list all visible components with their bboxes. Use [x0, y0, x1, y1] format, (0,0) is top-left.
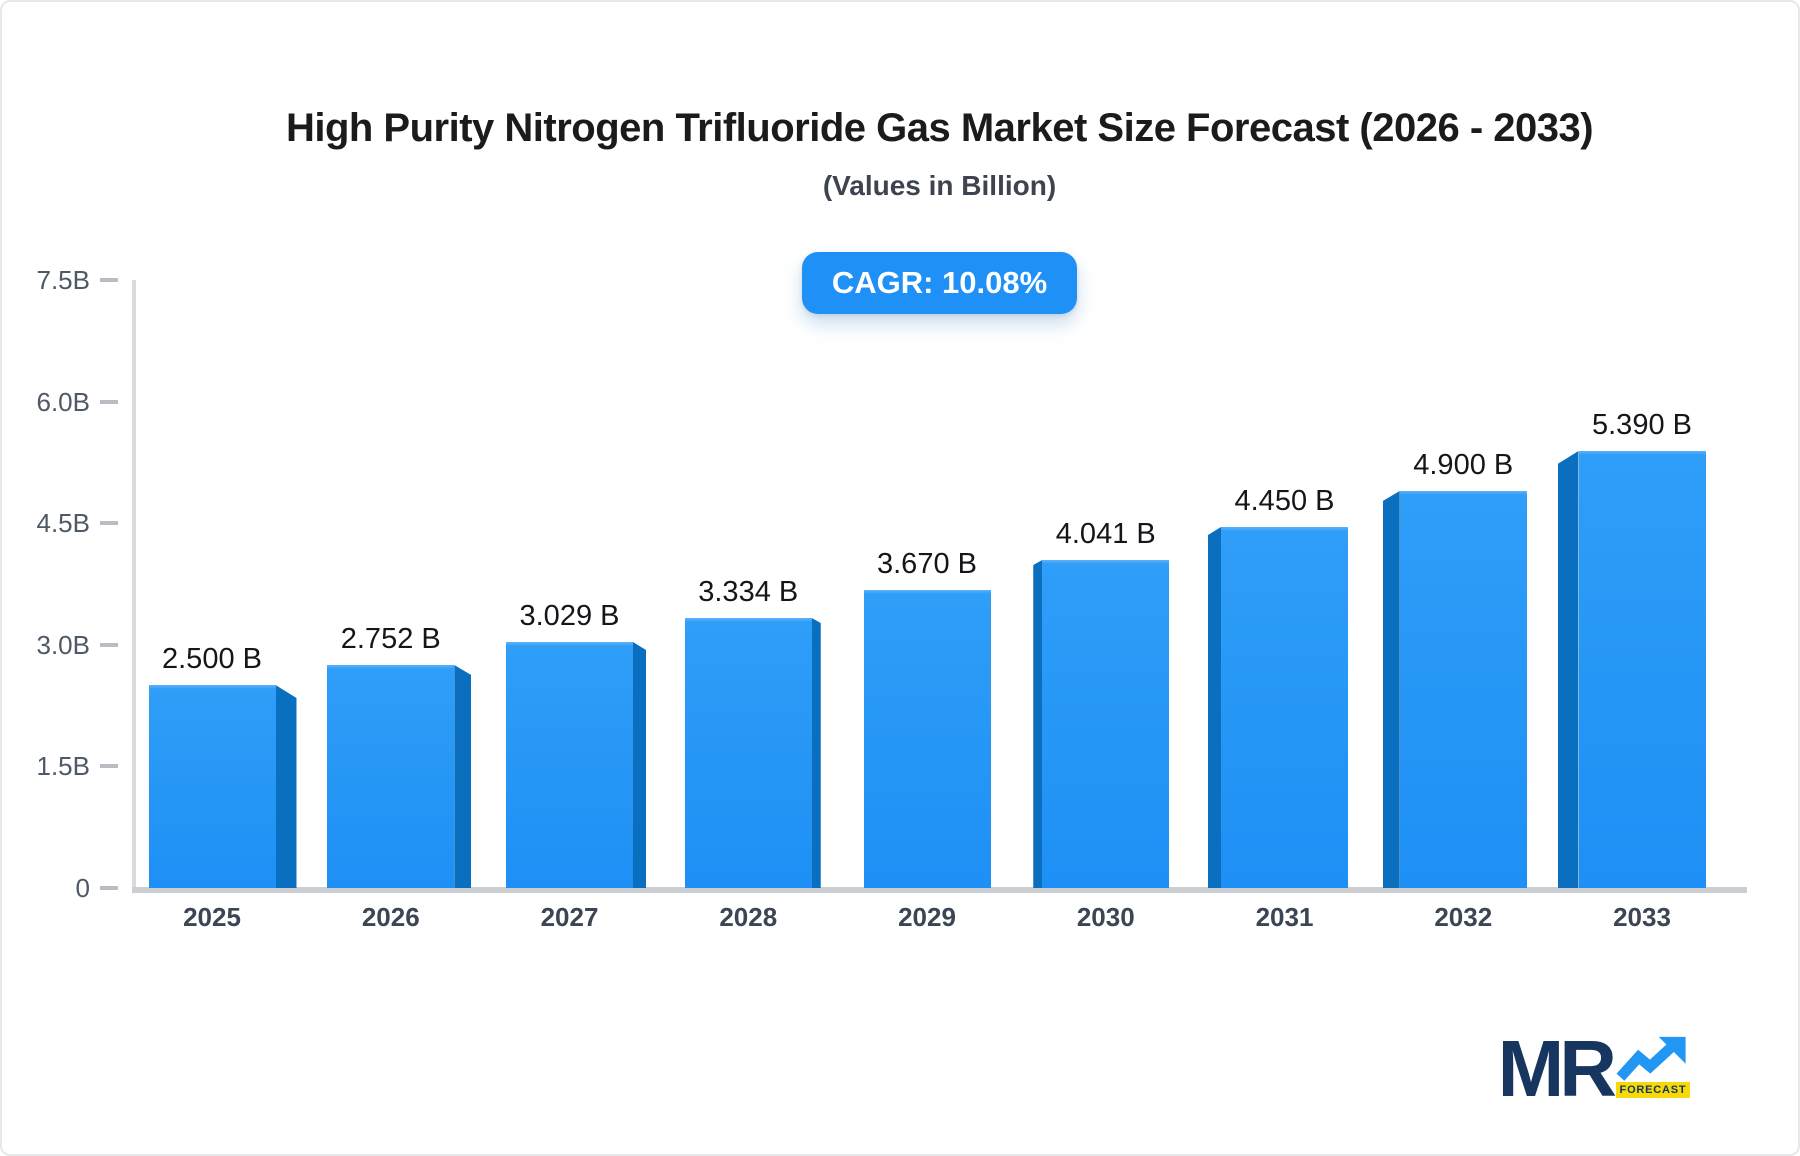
y-axis-label: 4.5B	[36, 508, 91, 539]
bar-3d-side	[1382, 491, 1400, 888]
bar-value-label: 2.752 B	[340, 623, 441, 655]
bar-value-label: 3.029 B	[519, 600, 620, 632]
bar	[1042, 560, 1170, 888]
bar	[148, 685, 276, 888]
bar-3d-side	[1033, 560, 1043, 888]
logo-forecast-badge: FORECAST	[1616, 1081, 1690, 1098]
bar-3d-side	[811, 618, 821, 888]
bar	[684, 618, 812, 888]
bar-value-label: 4.900 B	[1413, 449, 1514, 481]
bar	[327, 665, 455, 888]
bar	[1399, 491, 1527, 888]
x-axis-baseline	[132, 887, 1747, 893]
logo-right-column: FORECAST	[1616, 1035, 1690, 1098]
y-axis-line	[132, 280, 136, 890]
bar-value-label: 3.334 B	[698, 576, 799, 608]
bar-3d-side	[633, 642, 646, 888]
y-axis-label: 0	[75, 873, 90, 903]
y-axis-tick	[100, 399, 118, 404]
bar-value-label: 4.450 B	[1234, 485, 1335, 517]
y-axis-tick	[100, 277, 118, 282]
chart-title: High Purity Nitrogen Trifluoride Gas Mar…	[285, 106, 1594, 150]
y-axis-tick	[100, 642, 118, 647]
x-axis-label: 2027	[540, 902, 599, 932]
x-axis-label: 2028	[719, 902, 778, 932]
cagr-badge: CAGR: 10.08%	[801, 252, 1078, 314]
x-axis-label: 2032	[1434, 902, 1493, 932]
bar-value-label: 2.500 B	[162, 643, 262, 675]
x-axis-label: 2029	[898, 902, 956, 932]
y-axis-label: 1.5B	[36, 751, 91, 782]
bar-3d-side	[275, 685, 297, 888]
cagr-badge-wrap: CAGR: 10.08%	[132, 252, 1747, 314]
bar-3d-side	[1557, 451, 1579, 888]
y-axis-tick	[100, 764, 118, 769]
x-axis-label: 2031	[1255, 902, 1314, 932]
mr-forecast-logo: MR FORECAST	[1497, 1024, 1690, 1114]
x-axis-label: 2033	[1613, 902, 1671, 932]
y-axis-label: 7.5B	[36, 264, 91, 295]
x-axis-label: 2030	[1076, 902, 1135, 932]
logo-mr-text: MR	[1497, 1024, 1617, 1114]
x-axis-label: 2026	[361, 902, 420, 932]
bar-3d-side	[454, 665, 472, 888]
x-axis-label: 2025	[183, 902, 241, 932]
y-axis-tick	[100, 886, 118, 890]
y-axis-label: 3.0B	[36, 629, 91, 660]
bar	[506, 642, 633, 888]
bar	[1221, 527, 1348, 888]
bar	[863, 590, 991, 888]
bar-3d-side	[1208, 527, 1221, 888]
bar-value-label: 5.390 B	[1592, 409, 1692, 441]
y-axis-tick	[100, 521, 118, 526]
bar-value-label: 4.041 B	[1055, 518, 1156, 550]
bar-value-label: 3.670 B	[877, 548, 977, 580]
bar	[1578, 451, 1706, 888]
y-axis-label: 6.0B	[36, 386, 91, 417]
chart-subtitle: (Values in Billion)	[822, 170, 1057, 201]
trend-arrow-icon	[1616, 1036, 1686, 1081]
